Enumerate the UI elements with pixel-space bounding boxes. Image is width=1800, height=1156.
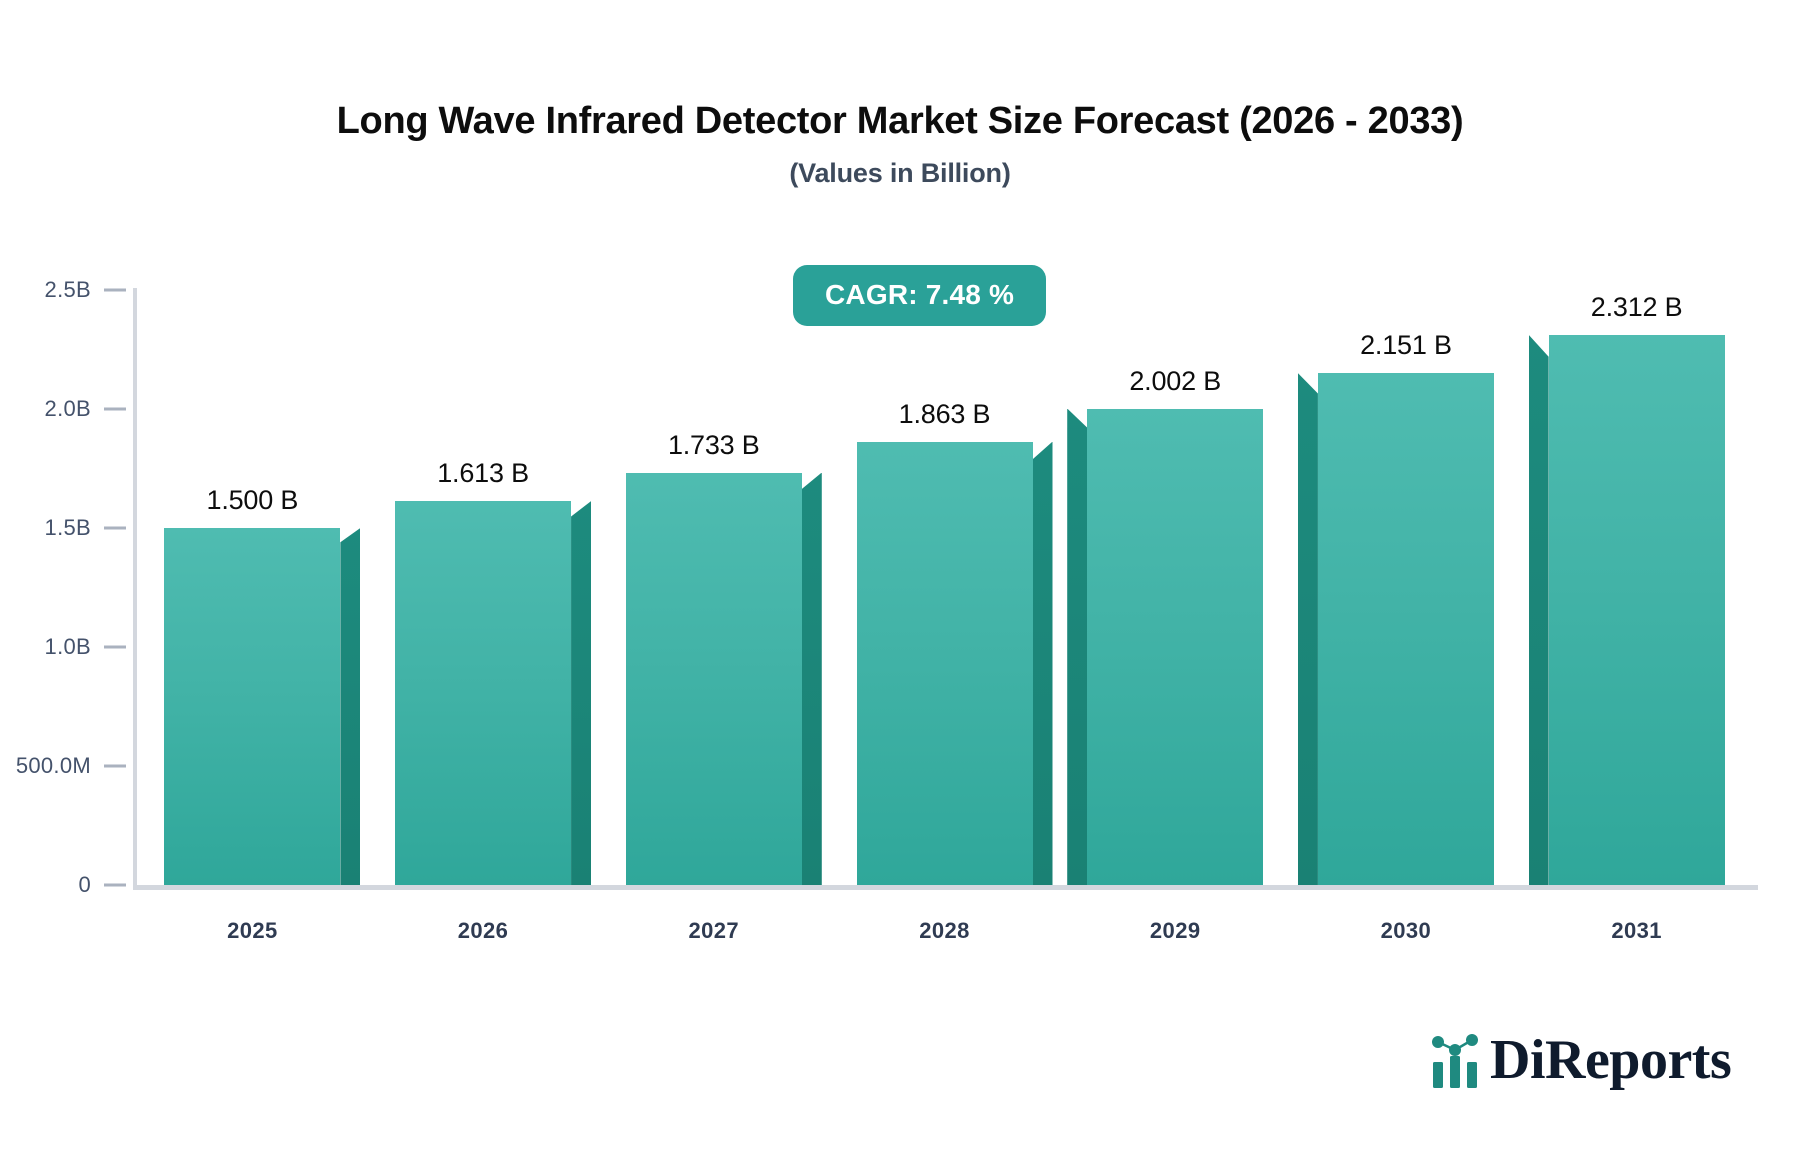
x-axis-label: 2030 [1380, 918, 1432, 943]
bar[interactable]: 1.733 B [625, 430, 822, 885]
y-axis-tick-mark [104, 407, 126, 411]
bar-face [395, 501, 572, 885]
bar-face [164, 528, 341, 885]
title-block: Long Wave Infrared Detector Market Size … [0, 100, 1800, 189]
page-title: Long Wave Infrared Detector Market Size … [336, 100, 1464, 142]
x-axis-label: 2028 [919, 918, 970, 943]
x-axis-line [133, 885, 1758, 890]
bar-face [1317, 373, 1494, 885]
bar-face [856, 441, 1033, 885]
bar-value-label: 1.733 B [667, 429, 760, 460]
bar-value-label: 2.312 B [1590, 291, 1683, 322]
bar-value-label: 1.613 B [437, 458, 529, 489]
bar-value-label: 2.151 B [1360, 330, 1452, 361]
y-axis-line [133, 288, 137, 888]
x-axis-label: 2026 [457, 918, 509, 943]
y-axis-tick-label: 2.5B [44, 277, 91, 302]
y-axis-tick-label: 1.0B [44, 634, 91, 659]
bar[interactable]: 2.151 B [1297, 330, 1494, 885]
bar[interactable]: 1.613 B [395, 458, 592, 885]
y-axis-tick-mark [104, 526, 126, 530]
cagr-badge: CAGR: 7.48 % [793, 265, 1047, 326]
bar-side-shade [1032, 441, 1053, 885]
bar-value-label: 2.002 B [1129, 365, 1222, 396]
y-axis-tick-label: 500.0M [15, 753, 91, 778]
bar[interactable]: 1.863 B [856, 399, 1053, 885]
y-axis-tick-mark [104, 645, 126, 649]
y-axis-tick-mark [104, 288, 126, 292]
bar-face [1087, 408, 1264, 885]
bar[interactable]: 2.312 B [1528, 292, 1725, 885]
x-axis-label: 2025 [227, 918, 278, 943]
bar-value-label: 1.500 B [206, 485, 299, 515]
x-axis-label: 2029 [1149, 918, 1201, 943]
bar-face [625, 472, 802, 885]
direports-logo: DiReports [1428, 1029, 1732, 1091]
bar-side-shade [340, 528, 361, 885]
logo-text: DiReports [1490, 1029, 1732, 1091]
bar-side-shade [801, 472, 822, 885]
y-axis-tick-label: 1.5B [44, 515, 91, 540]
chart-subtitle: (Values in Billion) [789, 157, 1011, 188]
bar-side-shade [571, 501, 592, 885]
x-axis-label: 2027 [688, 918, 740, 943]
y-axis-tick-mark [104, 883, 126, 887]
bar-side-shade [1528, 334, 1549, 885]
bar-chart-logo-icon [1432, 1034, 1478, 1088]
bar[interactable]: 2.002 B [1067, 366, 1264, 885]
y-axis-tick-label: 2.0B [44, 396, 91, 421]
bar-side-shade [1067, 408, 1088, 885]
bar-face [1548, 334, 1725, 885]
bar-value-label: 1.863 B [898, 398, 991, 429]
bar[interactable]: 1.500 B [164, 485, 361, 885]
bar-side-shade [1297, 373, 1318, 885]
y-axis-tick-mark [104, 764, 126, 768]
y-axis-tick-label: 0 [78, 872, 91, 897]
x-axis-label: 2031 [1611, 918, 1662, 943]
